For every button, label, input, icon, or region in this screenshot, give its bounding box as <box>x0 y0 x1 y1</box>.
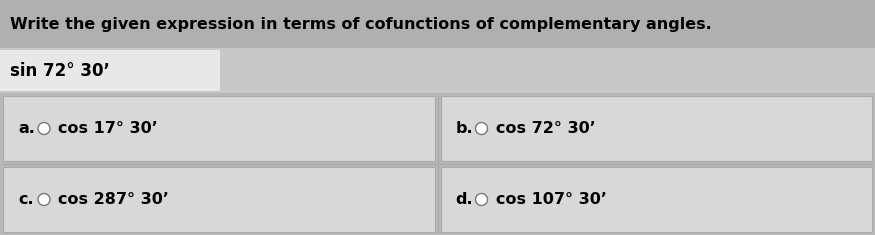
Text: a.: a. <box>18 121 35 136</box>
FancyBboxPatch shape <box>440 167 872 232</box>
Text: sin 72° 30’: sin 72° 30’ <box>10 62 110 79</box>
FancyBboxPatch shape <box>0 50 220 91</box>
Text: b.: b. <box>456 121 473 136</box>
FancyBboxPatch shape <box>440 96 872 161</box>
Circle shape <box>38 193 50 205</box>
Text: cos 17° 30’: cos 17° 30’ <box>58 121 158 136</box>
Text: d.: d. <box>456 192 473 207</box>
Text: cos 107° 30’: cos 107° 30’ <box>495 192 606 207</box>
FancyBboxPatch shape <box>3 96 435 161</box>
Circle shape <box>475 193 487 205</box>
Circle shape <box>475 122 487 134</box>
FancyBboxPatch shape <box>0 48 875 93</box>
Text: Write the given expression in terms of cofunctions of complementary angles.: Write the given expression in terms of c… <box>10 16 711 31</box>
Text: c.: c. <box>18 192 33 207</box>
Text: cos 72° 30’: cos 72° 30’ <box>495 121 595 136</box>
Circle shape <box>38 122 50 134</box>
FancyBboxPatch shape <box>3 167 435 232</box>
FancyBboxPatch shape <box>0 93 875 235</box>
Text: cos 287° 30’: cos 287° 30’ <box>58 192 169 207</box>
FancyBboxPatch shape <box>0 0 875 48</box>
